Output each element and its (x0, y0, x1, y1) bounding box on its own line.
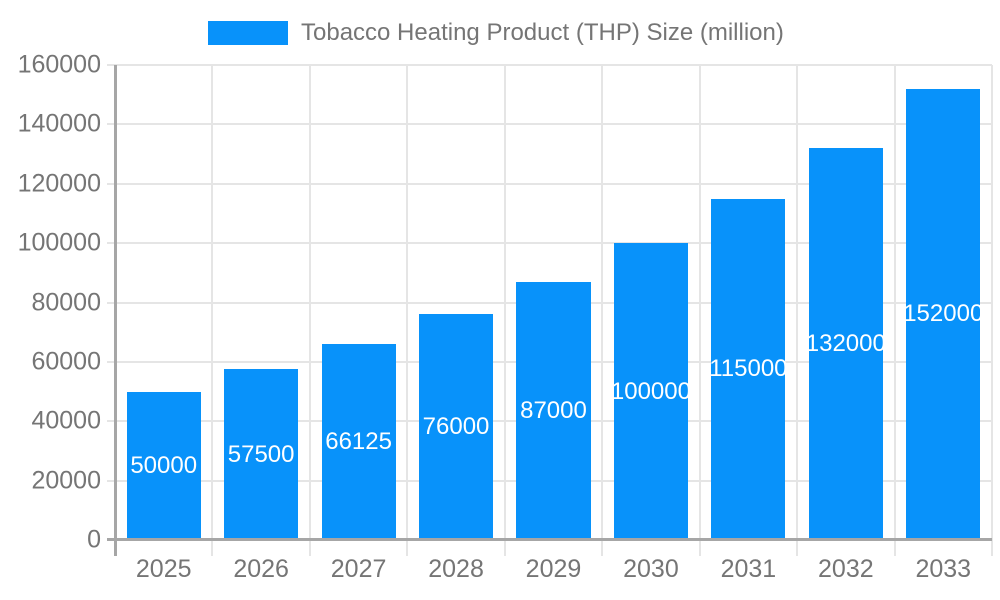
x-axis-tick-label: 2027 (330, 555, 387, 583)
x-axis-tick-label: 2033 (915, 555, 972, 583)
x-axis-tick-label: 2030 (623, 555, 679, 583)
bar-value-label: 87000 (520, 396, 587, 424)
bar-2028: 76000 (419, 314, 494, 540)
bar-value-label: 66125 (325, 427, 392, 455)
bar-2025: 50000 (126, 391, 201, 540)
x-gridline (503, 65, 506, 556)
y-axis-tick-label: 0 (87, 525, 101, 554)
bar-value-label: 50000 (130, 451, 198, 479)
x-axis-tick-label: 2031 (720, 555, 777, 583)
y-axis-tick-label: 160000 (17, 50, 101, 79)
x-gridline (698, 65, 701, 556)
x-axis-tick-label: 2032 (818, 555, 874, 583)
y-axis-tick-label: 80000 (31, 288, 101, 316)
x-gridline (406, 65, 409, 556)
x-axis-tick-label: 2029 (525, 555, 582, 583)
bar-value-label: 152000 (903, 300, 984, 328)
y-gridline (107, 123, 992, 126)
y-gridline (107, 64, 992, 66)
x-axis-tick-label: 2028 (428, 555, 484, 583)
x-axis-tick-label: 2026 (233, 555, 289, 583)
x-gridline (601, 65, 604, 556)
y-axis-tick-label: 120000 (17, 169, 101, 198)
y-axis-tick-label: 100000 (17, 228, 101, 257)
bar-value-label: 132000 (805, 330, 886, 358)
legend-label: Tobacco Heating Product (THP) Size (mill… (301, 19, 784, 46)
bar-value-label: 57500 (227, 440, 295, 468)
bar-2029: 87000 (516, 281, 591, 540)
y-axis-tick-label: 60000 (31, 347, 101, 376)
bar-2027: 66125 (321, 343, 396, 540)
y-axis-tick-label: 20000 (31, 466, 101, 495)
y-axis-line (114, 65, 117, 556)
plot-area: 50000 57500 66125 76000 87000 100000 115000 132… (107, 64, 993, 556)
x-gridline (991, 65, 993, 556)
y-axis-tick-label: 140000 (17, 109, 101, 138)
bar-2031: 115000 (709, 198, 788, 540)
y-axis-tick-label: 40000 (31, 406, 101, 435)
bar-value-label: 100000 (610, 377, 691, 405)
x-axis-tick-label: 2025 (135, 555, 192, 583)
bar-2033: 152000 (903, 88, 984, 540)
x-gridline (893, 65, 896, 556)
x-gridline (796, 65, 799, 556)
x-gridline (211, 65, 214, 556)
x-gridline (308, 65, 311, 556)
y-gridline (107, 242, 992, 245)
bar-value-label: 115000 (709, 355, 788, 383)
bar-2026: 57500 (224, 369, 299, 540)
legend-swatch (208, 21, 288, 45)
x-axis-line (107, 538, 992, 541)
bar-value-label: 76000 (422, 413, 490, 441)
bar-2032: 132000 (805, 148, 886, 540)
y-gridline (107, 182, 992, 185)
bar-2030: 100000 (610, 243, 691, 540)
chart-legend: Tobacco Heating Product (THP) Size (mill… (208, 19, 784, 47)
